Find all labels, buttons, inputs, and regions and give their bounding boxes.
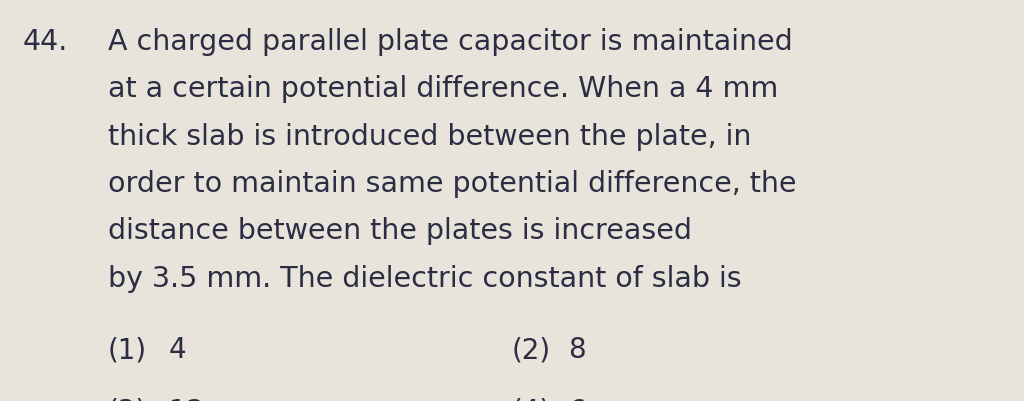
Text: at a certain potential difference. When a 4 mm: at a certain potential difference. When … [108, 75, 778, 103]
Text: (1): (1) [108, 336, 146, 364]
Text: (3): (3) [108, 397, 146, 401]
Text: A charged parallel plate capacitor is maintained: A charged parallel plate capacitor is ma… [108, 28, 793, 56]
Text: 12: 12 [169, 397, 204, 401]
Text: order to maintain same potential difference, the: order to maintain same potential differe… [108, 170, 796, 198]
Text: 4: 4 [169, 336, 186, 364]
Text: (4): (4) [512, 397, 551, 401]
Text: 8: 8 [568, 336, 586, 364]
Text: 44.: 44. [23, 28, 68, 56]
Text: thick slab is introduced between the plate, in: thick slab is introduced between the pla… [108, 123, 751, 151]
Text: by 3.5 mm. The dielectric constant of slab is: by 3.5 mm. The dielectric constant of sl… [108, 265, 741, 293]
Text: (2): (2) [512, 336, 551, 364]
Text: distance between the plates is increased: distance between the plates is increased [108, 217, 691, 245]
Text: 6: 6 [568, 397, 586, 401]
